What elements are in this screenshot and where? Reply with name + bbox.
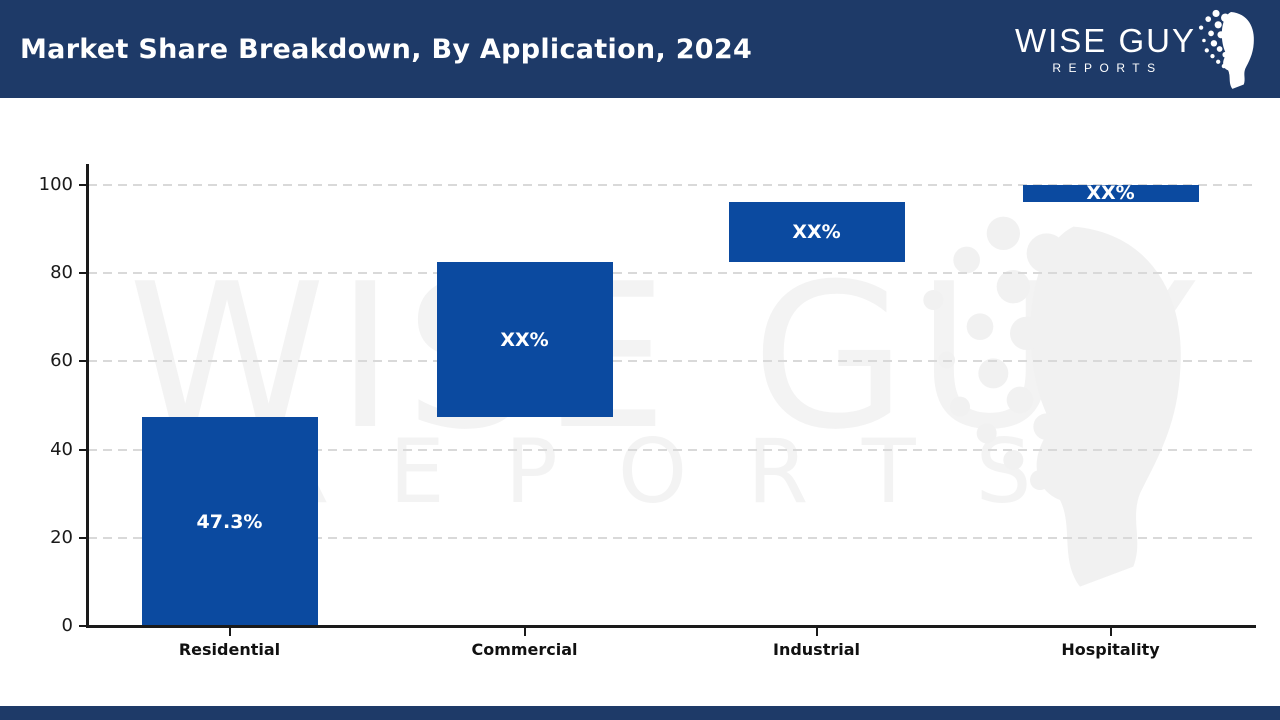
- y-axis-tick: [79, 360, 88, 363]
- bar-value-label: 47.3%: [196, 510, 263, 533]
- x-axis-tick: [815, 627, 818, 636]
- y-axis-tick-label: 60: [50, 350, 73, 372]
- y-axis-tick: [79, 448, 88, 451]
- gridline: [88, 448, 1256, 451]
- chart-title: Market Share Breakdown, By Application, …: [20, 33, 753, 65]
- y-axis-tick-label: 20: [50, 526, 73, 548]
- y-axis-line: [86, 164, 89, 628]
- y-axis-tick: [79, 536, 88, 539]
- logo-text: WISE GUY REPORTS: [1015, 24, 1196, 75]
- y-axis-tick-label: 80: [50, 262, 73, 284]
- gridline: [88, 184, 1256, 186]
- logo-wiseguy-text: WISE GUY: [1014, 21, 1196, 59]
- x-axis-label-commercial: Commercial: [471, 640, 578, 659]
- gridline: [88, 536, 1256, 539]
- bar-value-label: XX%: [500, 328, 549, 351]
- logo-reports-text: REPORTS: [1052, 60, 1163, 75]
- x-axis-tick: [228, 627, 231, 636]
- gridline: [88, 360, 1256, 363]
- bar-value-label: XX%: [1086, 182, 1135, 205]
- bar-value-label: XX%: [792, 220, 841, 243]
- bar-industrial: XX%: [728, 201, 905, 263]
- x-axis-line: [86, 625, 1256, 628]
- footer-bar: [0, 706, 1280, 720]
- y-axis-tick-label: 40: [50, 438, 73, 460]
- logo-face-icon: [1198, 9, 1254, 89]
- x-axis-label-residential: Residential: [178, 640, 281, 659]
- y-axis-tick-label: 0: [61, 615, 73, 636]
- y-axis-tick: [79, 272, 88, 275]
- y-axis-tick: [79, 184, 88, 186]
- wise-guy-reports-logo: WISE GUY REPORTS: [1015, 6, 1258, 92]
- x-axis-tick: [1109, 627, 1112, 636]
- y-axis-tick-label: 100: [38, 174, 73, 195]
- bar-hospitality: XX%: [1022, 182, 1199, 205]
- header-bar: Market Share Breakdown, By Application, …: [0, 0, 1280, 98]
- x-axis-label-hospitality: Hospitality: [1061, 640, 1160, 659]
- y-axis-tick: [79, 625, 88, 627]
- x-axis-tick: [523, 627, 526, 636]
- bar-commercial: XX%: [436, 262, 613, 418]
- bar-residential: 47.3%: [141, 417, 318, 626]
- gridline: [88, 272, 1256, 275]
- watermark-face-graphic: [923, 216, 1181, 587]
- x-axis-label-industrial: Industrial: [772, 640, 860, 659]
- watermark-reports-text: REPORTS: [268, 420, 1092, 523]
